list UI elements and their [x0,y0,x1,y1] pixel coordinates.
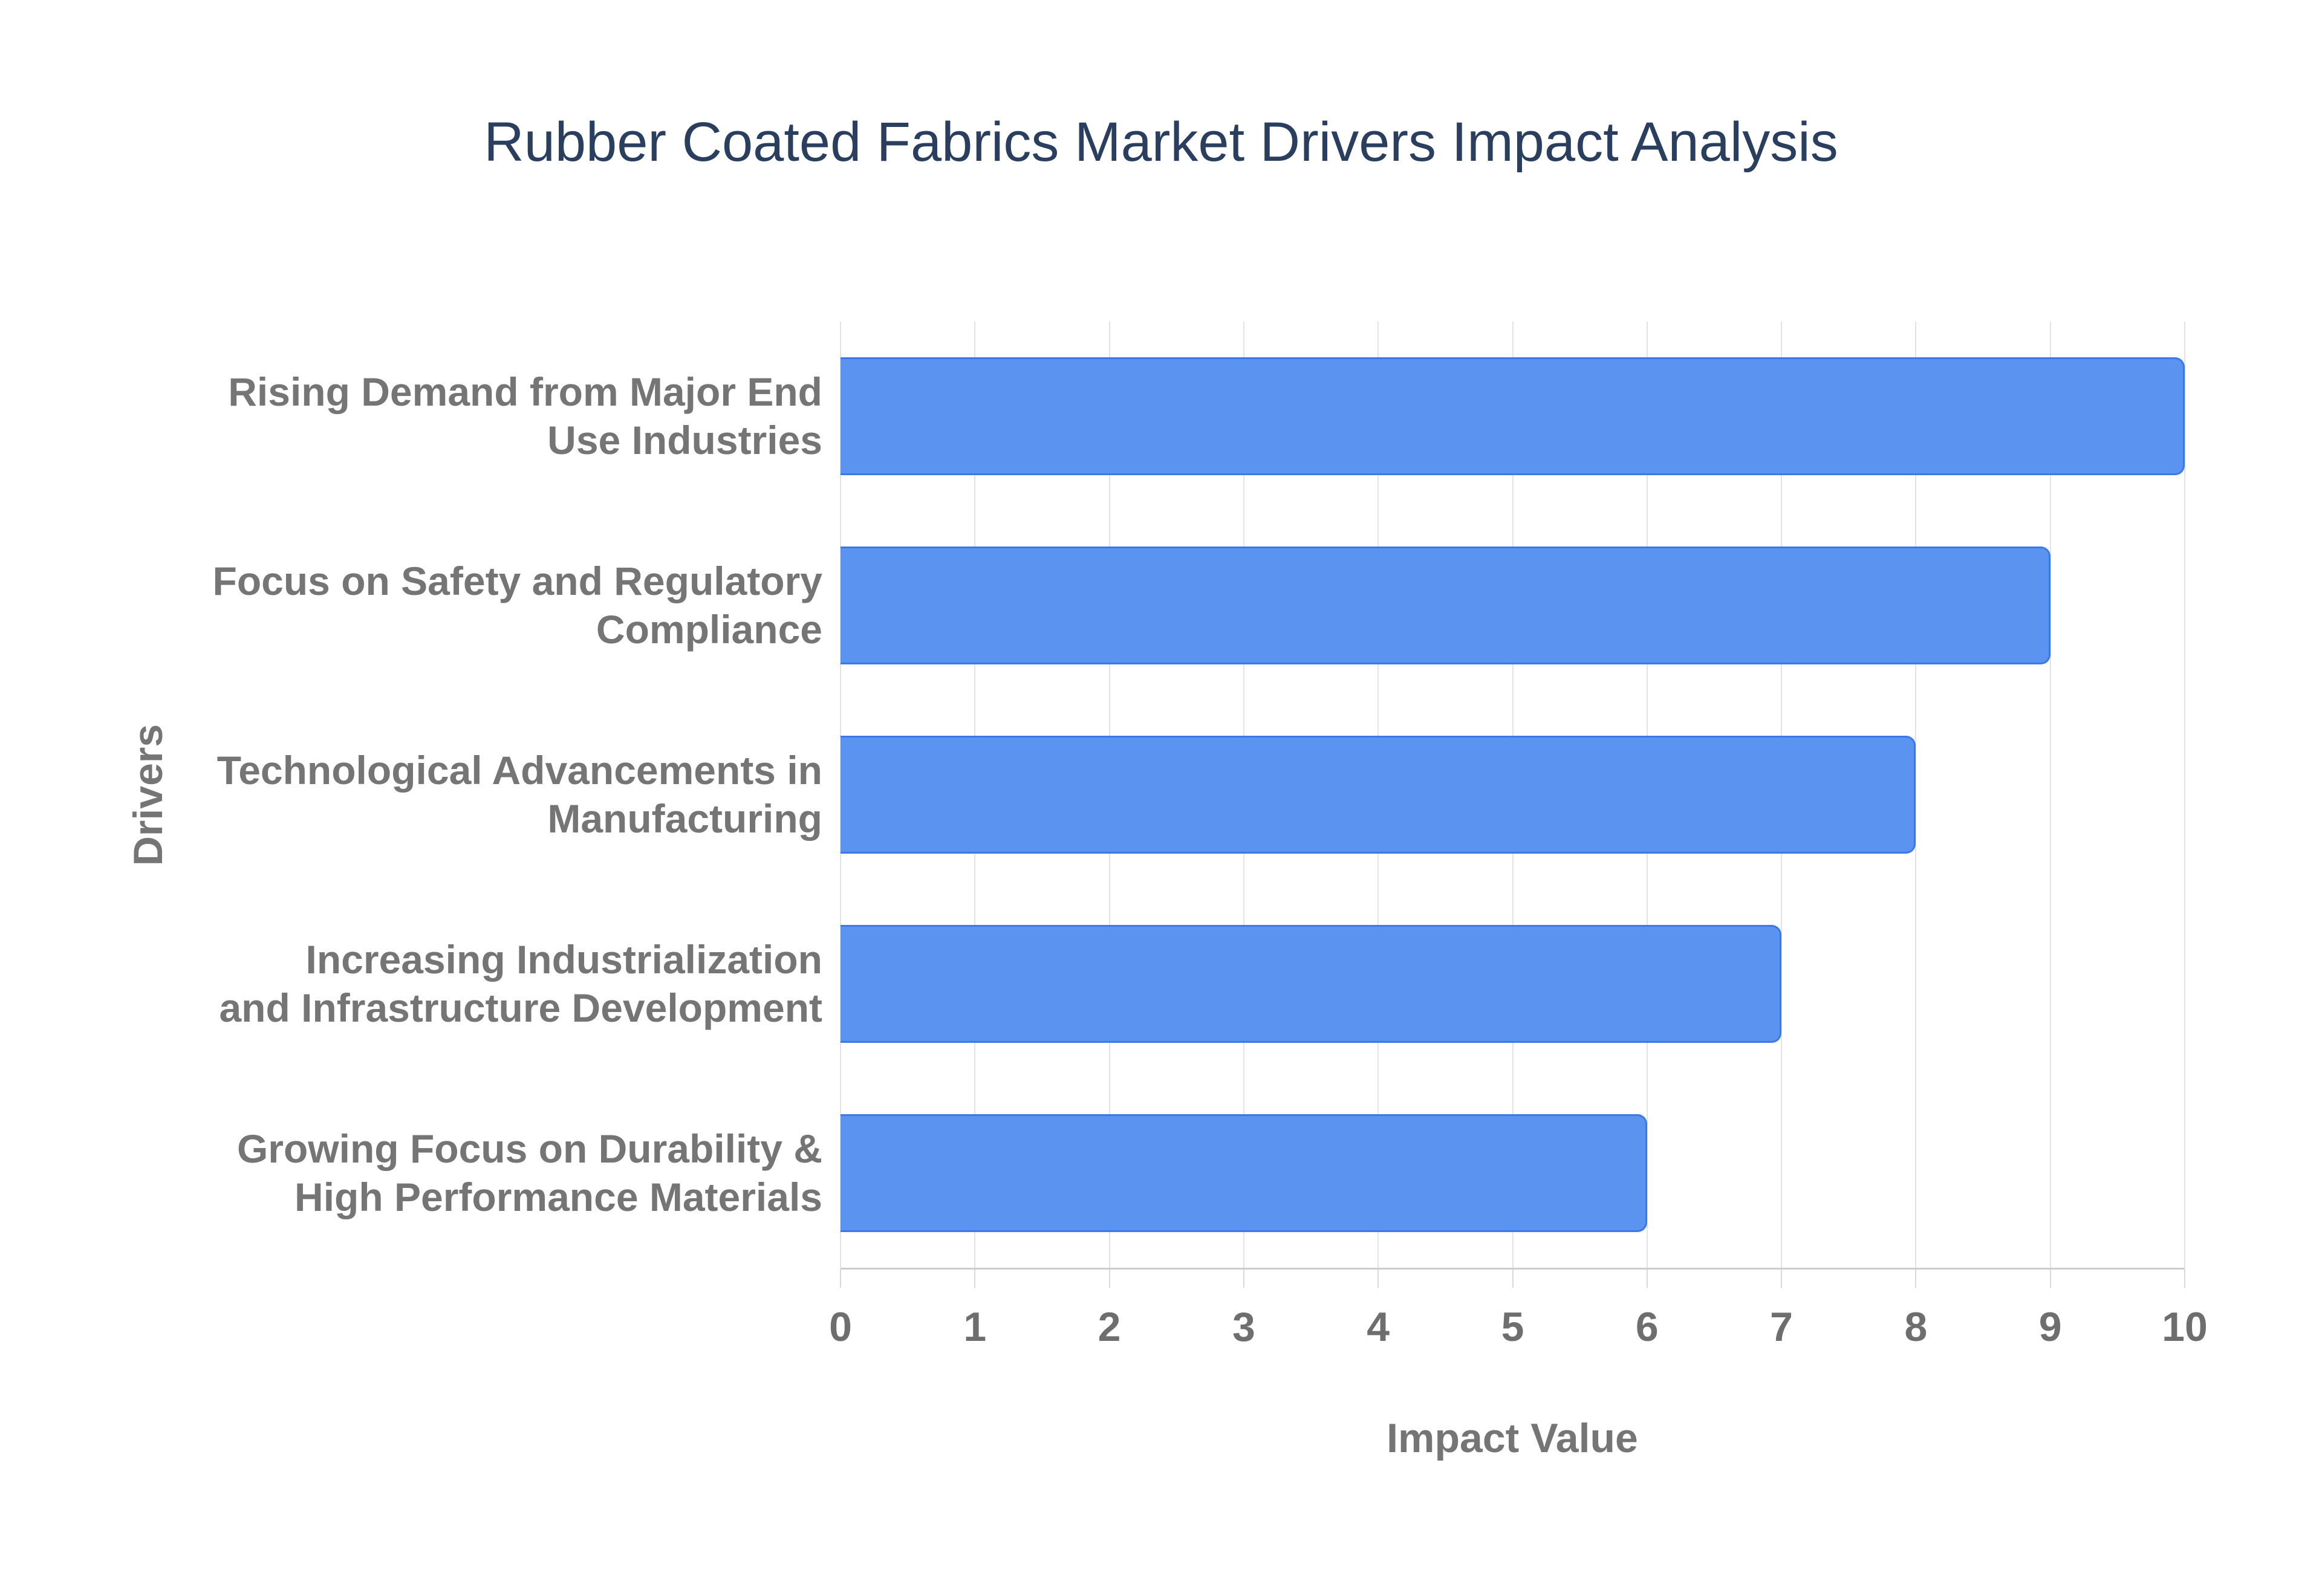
x-tick-label: 3 [1232,1304,1255,1350]
x-tickmark [1915,1270,1917,1288]
gridline [2184,322,2185,1268]
x-tickmark [840,1270,841,1288]
category-label-2: Focus on Safety and Regulatory Complianc… [212,559,823,652]
x-tick-label: 9 [2038,1304,2062,1350]
x-tickmark [1781,1270,1783,1288]
x-tickmark [1512,1270,1514,1288]
x-axis-title: Impact Value [1387,1415,1638,1461]
gridline [2049,322,2051,1268]
bar-1[interactable] [841,357,2185,475]
chart-title: Rubber Coated Fabrics Market Drivers Imp… [484,111,1838,173]
x-tick-label: 5 [1501,1304,1524,1350]
x-tick-label: 7 [1770,1304,1794,1350]
x-tickmark [2049,1270,2051,1288]
category-label-3: Technological Advancements in Manufactur… [216,748,822,841]
category-label-5: Growing Focus on Durability & High Perfo… [236,1126,822,1219]
category-label-1: Rising Demand from Major End Use Industr… [228,369,822,462]
x-tickmark [1243,1270,1244,1288]
x-tick-label: 1 [963,1304,987,1350]
x-tick-label: 10 [2162,1304,2208,1350]
x-tick-label: 8 [1904,1304,1928,1350]
bar-3[interactable] [841,736,1916,854]
x-tick-label: 4 [1367,1304,1390,1350]
bar-5[interactable] [841,1114,1647,1232]
x-tickmark [2184,1270,2185,1288]
bar-2[interactable] [841,547,2050,664]
x-tickmark [1377,1270,1379,1288]
x-tick-label: 0 [829,1304,852,1350]
x-tickmark [1646,1270,1648,1288]
gridline [1915,322,1917,1268]
x-tick-label: 6 [1635,1304,1659,1350]
x-tick-label: 2 [1098,1304,1121,1350]
x-tickmark [974,1270,976,1288]
x-tickmark [1108,1270,1110,1288]
y-axis-title: Drivers [125,724,171,866]
plot-area [840,322,2185,1270]
category-label-4: Increasing Industrialization and Infrast… [219,937,822,1030]
bar-4[interactable] [841,925,1782,1043]
